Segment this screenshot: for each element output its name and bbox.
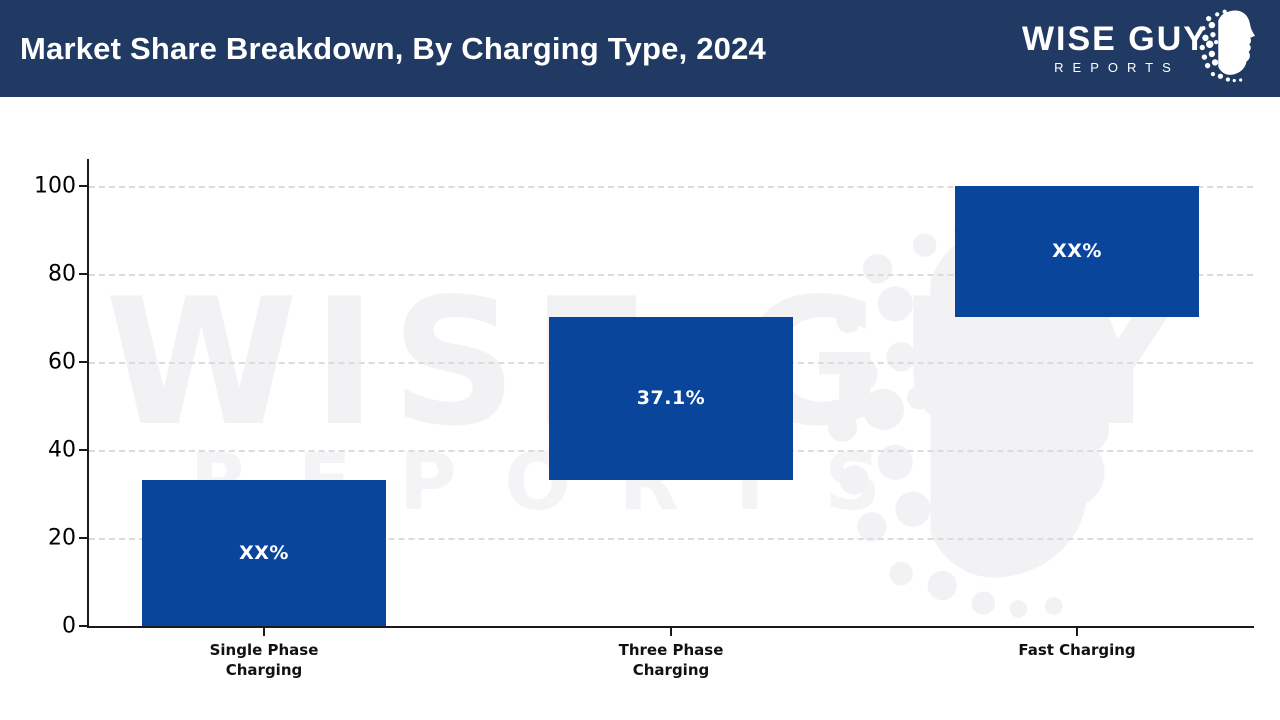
y-tick-mark	[79, 625, 88, 627]
x-category-label: Three Phase Charging	[541, 640, 801, 681]
bar: 37.1%	[549, 316, 793, 480]
y-tick-mark	[79, 449, 88, 451]
y-tick-mark	[79, 185, 88, 187]
y-tick-mark	[79, 537, 88, 539]
x-axis-line	[87, 626, 1254, 628]
x-category-label: Fast Charging	[947, 640, 1207, 660]
bar-value-label: XX%	[239, 541, 289, 564]
brand-logo-text: WISE GUY REPORTS	[1022, 22, 1208, 74]
y-tick-label: 60	[48, 349, 76, 375]
x-category-line: Charging	[632, 661, 710, 680]
y-axis-line	[87, 159, 89, 628]
x-category-line: Fast Charging	[1018, 641, 1136, 659]
x-category-label: Single Phase Charging	[134, 640, 394, 681]
bar-value-label: XX%	[1052, 240, 1102, 263]
y-tick-label: 40	[48, 437, 76, 463]
header-bar: Market Share Breakdown, By Charging Type…	[0, 0, 1280, 97]
y-tick-mark	[79, 361, 88, 363]
x-tick-mark	[1076, 628, 1078, 636]
x-tick-mark	[263, 628, 265, 636]
y-tick-label: 0	[62, 613, 76, 639]
y-tick-label: 20	[48, 525, 76, 551]
bar: XX%	[955, 186, 1199, 317]
x-category-line: Charging	[225, 661, 303, 680]
page-title: Market Share Breakdown, By Charging Type…	[20, 30, 766, 66]
brand-name: WISE GUY	[1021, 20, 1208, 58]
bar: XX%	[142, 479, 386, 626]
brand-logo: WISE GUY REPORTS	[1022, 8, 1266, 88]
y-tick-mark	[79, 273, 88, 275]
x-tick-mark	[670, 628, 672, 636]
y-tick-label: 80	[48, 261, 76, 287]
y-tick-label: 100	[34, 173, 76, 199]
x-category-line: Single Phase	[209, 641, 319, 659]
brand-subname: REPORTS	[1054, 60, 1180, 75]
bar-value-label: 37.1%	[636, 387, 706, 410]
x-category-line: Three Phase	[618, 641, 724, 659]
y-gridline	[89, 186, 1253, 188]
y-gridline	[89, 274, 1253, 276]
y-gridline	[89, 538, 1253, 540]
